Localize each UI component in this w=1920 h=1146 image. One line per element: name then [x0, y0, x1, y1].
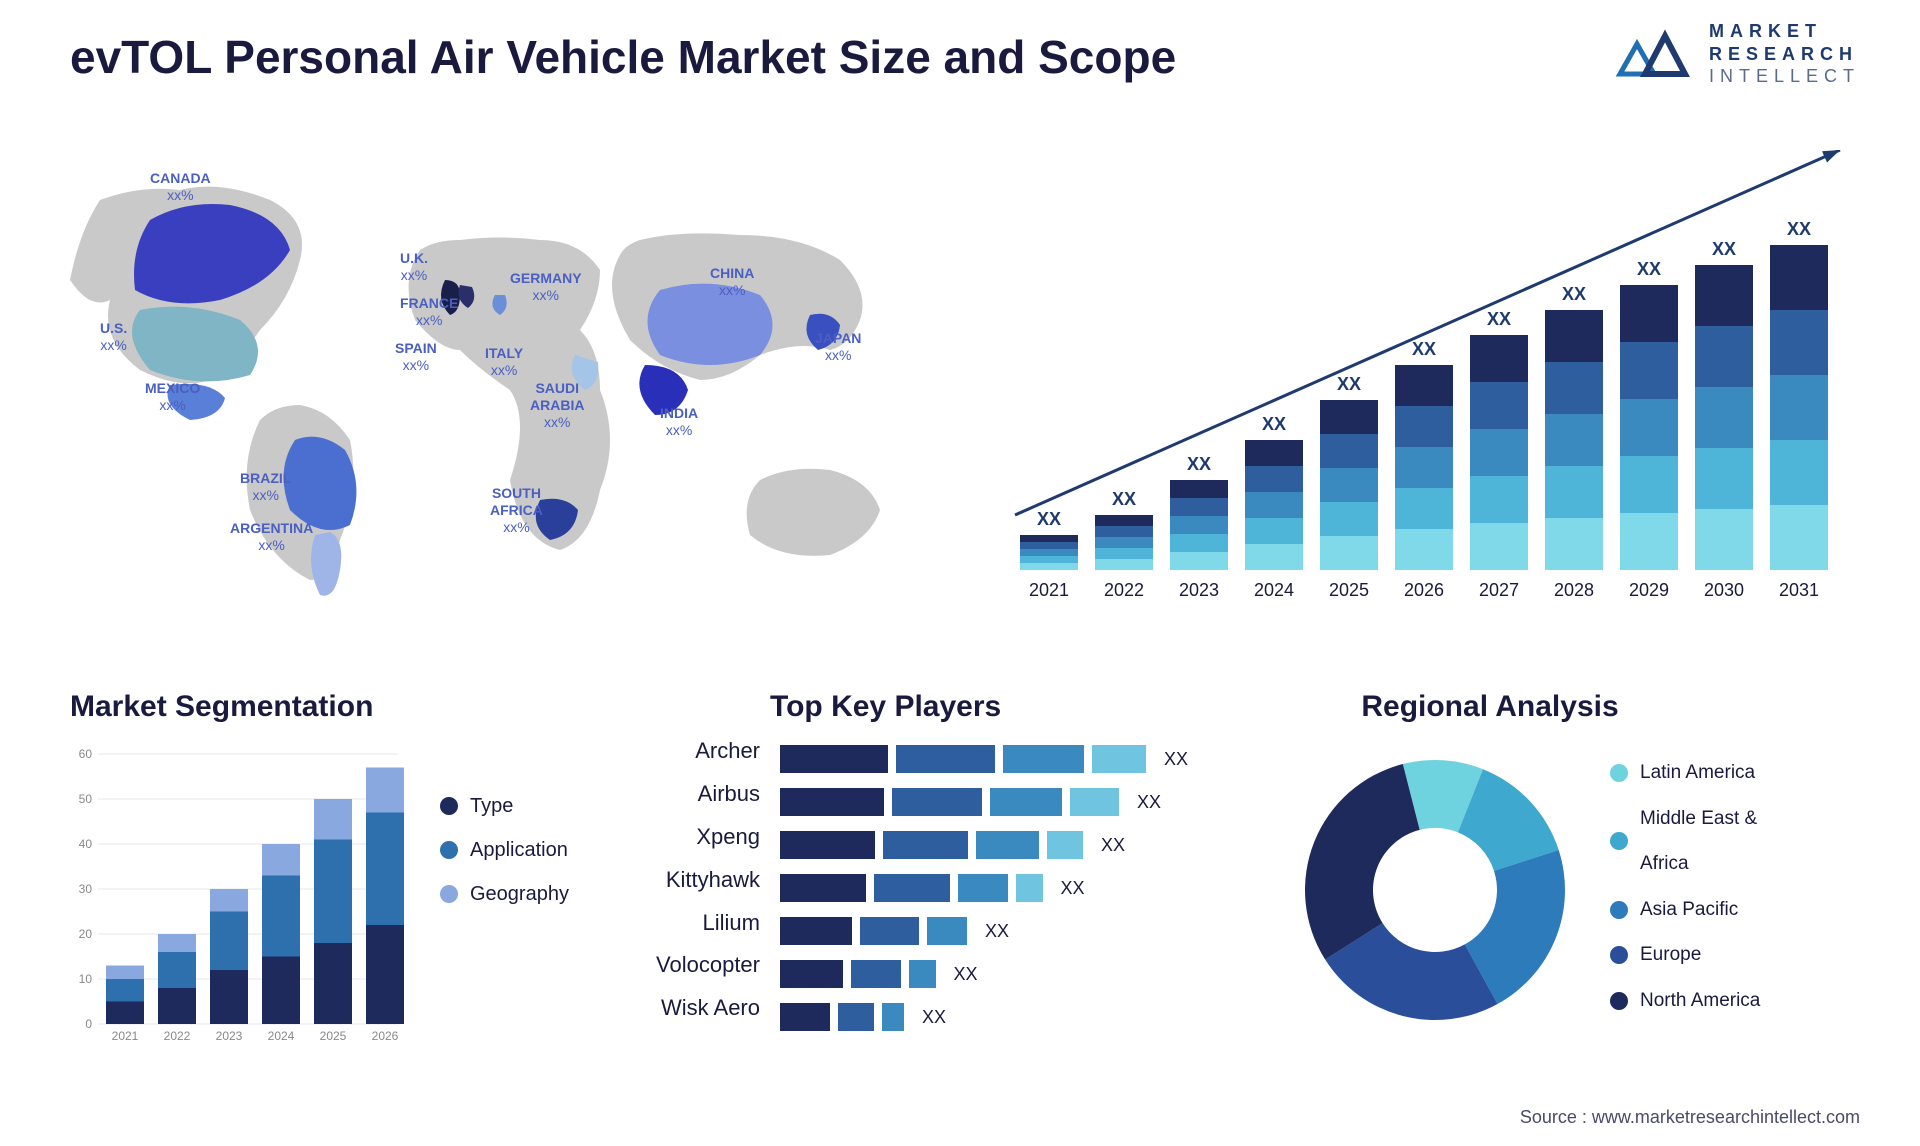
svg-text:XX: XX	[1562, 284, 1586, 304]
player-name: Kittyhawk	[620, 859, 760, 902]
logo-icon	[1615, 24, 1695, 84]
legend-item: Middle East &Africa	[1610, 796, 1760, 887]
map-label: INDIAxx%	[660, 405, 698, 439]
player-name: Volocopter	[620, 944, 760, 987]
player-name: Wisk Aero	[620, 987, 760, 1030]
player-bar: XX	[780, 831, 1200, 859]
map-label: U.S.xx%	[100, 320, 127, 354]
map-label: SAUDIARABIAxx%	[530, 380, 584, 430]
svg-text:XX: XX	[1262, 414, 1286, 434]
svg-text:XX: XX	[1487, 309, 1511, 329]
map-label: CANADAxx%	[150, 170, 211, 204]
player-bar: XX	[780, 960, 1200, 988]
legend-item: Latin America	[1610, 750, 1760, 796]
regional-title: Regional Analysis	[1280, 690, 1700, 724]
key-players-title: Top Key Players	[770, 690, 1300, 724]
legend-item: Europe	[1610, 932, 1760, 978]
svg-text:2022: 2022	[164, 1029, 191, 1043]
svg-text:XX: XX	[1787, 219, 1811, 239]
svg-text:XX: XX	[1412, 339, 1436, 359]
legend-item: Application	[440, 828, 569, 872]
legend-item: North America	[1610, 978, 1760, 1024]
source-attribution: Source : www.marketresearchintellect.com	[1520, 1107, 1860, 1128]
player-bar: XX	[780, 788, 1200, 816]
page-title: evTOL Personal Air Vehicle Market Size a…	[70, 30, 1176, 84]
svg-text:2025: 2025	[1329, 580, 1369, 600]
svg-text:10: 10	[79, 972, 93, 986]
svg-text:2021: 2021	[112, 1029, 139, 1043]
logo-line2: RESEARCH	[1709, 43, 1860, 66]
segmentation-legend: TypeApplicationGeography	[440, 784, 569, 916]
growth-chart: XX 2021 XX 2022 XX 2023 XX 2024 XX 2025 XX 2026 XX 20…	[1010, 150, 1860, 620]
key-players-chart: XX XX XX XX XX XX XX	[780, 745, 1200, 1046]
regional-donut-chart	[1290, 745, 1580, 1035]
map-label: CHINAxx%	[710, 265, 754, 299]
map-label: SOUTHAFRICAxx%	[490, 485, 543, 535]
svg-text:2021: 2021	[1029, 580, 1069, 600]
player-name: Archer	[620, 730, 760, 773]
legend-item: Geography	[440, 872, 569, 916]
svg-text:2023: 2023	[216, 1029, 243, 1043]
svg-text:2031: 2031	[1779, 580, 1819, 600]
svg-text:2026: 2026	[1404, 580, 1444, 600]
svg-text:2029: 2029	[1629, 580, 1669, 600]
svg-text:50: 50	[79, 792, 93, 806]
map-label: FRANCExx%	[400, 295, 458, 329]
svg-text:2027: 2027	[1479, 580, 1519, 600]
player-name: Airbus	[620, 773, 760, 816]
svg-text:2028: 2028	[1554, 580, 1594, 600]
segmentation-section: Market Segmentation 0 10 20 30 40 50 60 2021 202…	[70, 690, 670, 1069]
player-bar: XX	[780, 874, 1200, 902]
svg-text:2024: 2024	[268, 1029, 295, 1043]
key-players-list: ArcherAirbusXpengKittyhawkLiliumVolocopt…	[620, 730, 760, 1030]
svg-text:60: 60	[79, 747, 93, 761]
svg-text:XX: XX	[1037, 509, 1061, 529]
svg-text:2026: 2026	[372, 1029, 399, 1043]
map-label: GERMANYxx%	[510, 270, 582, 304]
segmentation-title: Market Segmentation	[70, 690, 670, 724]
player-name: Lilium	[620, 902, 760, 945]
player-bar: XX	[780, 1003, 1200, 1031]
map-label: BRAZILxx%	[240, 470, 291, 504]
player-bar: XX	[780, 917, 1200, 945]
world-map: CANADAxx% U.S.xx% MEXICOxx% BRAZILxx% ARGENT…	[40, 140, 940, 640]
svg-text:XX: XX	[1712, 239, 1736, 259]
legend-item: Type	[440, 784, 569, 828]
map-label: JAPANxx%	[815, 330, 861, 364]
segmentation-chart: 0 10 20 30 40 50 60 2021 2022 2023 2024 2025 2026	[70, 744, 410, 1064]
svg-text:2023: 2023	[1179, 580, 1219, 600]
svg-text:2022: 2022	[1104, 580, 1144, 600]
svg-text:XX: XX	[1637, 259, 1661, 279]
svg-text:2030: 2030	[1704, 580, 1744, 600]
player-name: Xpeng	[620, 816, 760, 859]
svg-text:0: 0	[85, 1017, 92, 1031]
svg-text:40: 40	[79, 837, 93, 851]
regional-legend: Latin AmericaMiddle East &AfricaAsia Pac…	[1610, 750, 1760, 1024]
svg-text:XX: XX	[1187, 454, 1211, 474]
key-players-section: Top Key Players ArcherAirbusXpengKittyha…	[770, 690, 1300, 724]
svg-text:30: 30	[79, 882, 93, 896]
svg-text:XX: XX	[1337, 374, 1361, 394]
map-label: SPAINxx%	[395, 340, 437, 374]
svg-text:2025: 2025	[320, 1029, 347, 1043]
player-bar: XX	[780, 745, 1200, 773]
svg-text:20: 20	[79, 927, 93, 941]
svg-text:XX: XX	[1112, 489, 1136, 509]
svg-text:2024: 2024	[1254, 580, 1294, 600]
logo-line3: INTELLECT	[1709, 65, 1860, 88]
regional-section: Regional Analysis Latin AmericaMiddle Ea…	[1320, 690, 1880, 724]
logo-line1: MARKET	[1709, 20, 1860, 43]
map-label: ARGENTINAxx%	[230, 520, 313, 554]
map-label: MEXICOxx%	[145, 380, 200, 414]
legend-item: Asia Pacific	[1610, 887, 1760, 933]
map-label: U.K.xx%	[400, 250, 428, 284]
map-label: ITALYxx%	[485, 345, 523, 379]
brand-logo: MARKET RESEARCH INTELLECT	[1615, 20, 1860, 88]
